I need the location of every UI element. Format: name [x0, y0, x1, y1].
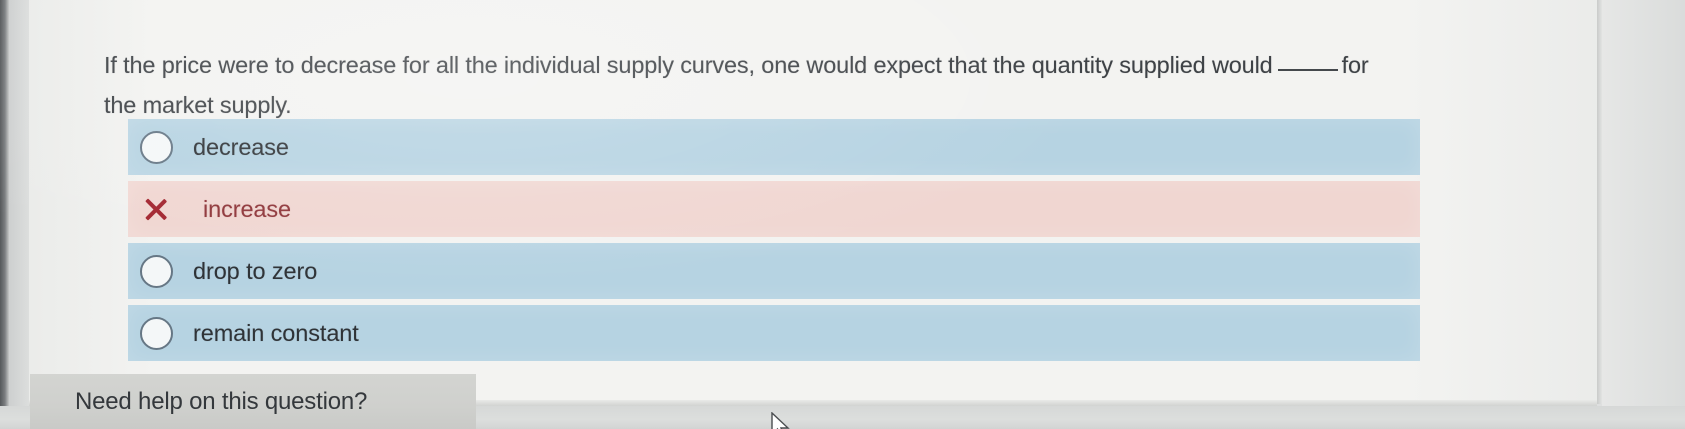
option-row-drop-to-zero[interactable]: drop to zero	[128, 243, 1420, 299]
option-row-remain-constant[interactable]: remain constant	[128, 305, 1420, 361]
need-help-panel[interactable]: Need help on this question?	[30, 374, 476, 429]
page-right-shadow	[1597, 0, 1602, 404]
answer-options-list: decrease increase drop to zero remain co…	[128, 119, 1420, 367]
fill-in-blank	[1277, 49, 1338, 71]
option-marker-drop-to-zero[interactable]	[128, 254, 184, 288]
page-bottom-shadow	[29, 400, 1597, 408]
radio-empty-icon[interactable]	[139, 316, 173, 350]
question-text-before-blank: If the price were to decrease for all th…	[104, 52, 1273, 78]
x-icon	[141, 194, 171, 224]
photo-left-dark-edge	[0, 0, 9, 429]
photo-right-background	[1602, 0, 1685, 429]
option-marker-remain-constant[interactable]	[128, 316, 184, 350]
photo-left-gray-band	[9, 0, 29, 429]
question-text-after-blank: for the market supply.	[104, 52, 1369, 118]
question-prompt: If the price were to decrease for all th…	[104, 45, 1394, 125]
radio-empty-icon[interactable]	[139, 130, 173, 164]
option-row-decrease[interactable]: decrease	[128, 119, 1420, 175]
option-marker-decrease[interactable]	[128, 130, 184, 164]
option-label-decrease: decrease	[193, 133, 289, 160]
option-marker-increase[interactable]	[128, 194, 184, 224]
option-label-remain-constant: remain constant	[193, 319, 359, 346]
mouse-cursor-icon	[771, 412, 790, 429]
need-help-label: Need help on this question?	[75, 388, 368, 415]
option-label-increase: increase	[203, 195, 292, 222]
option-row-increase[interactable]: increase	[128, 181, 1420, 237]
radio-empty-icon[interactable]	[139, 254, 173, 288]
option-label-drop-to-zero: drop to zero	[193, 257, 318, 284]
